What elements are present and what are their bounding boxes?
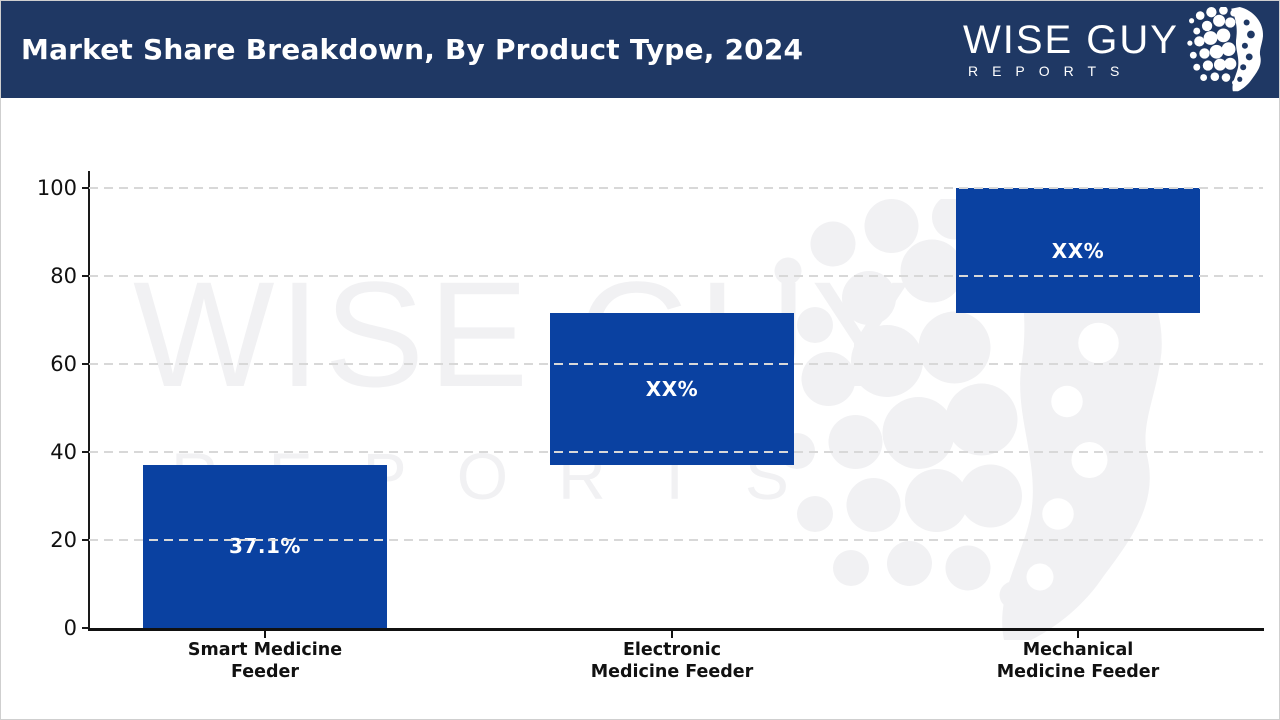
y-tick-label: 20 [50, 528, 77, 552]
bar: XX% [550, 313, 794, 465]
logo-text: WISE GUY REPORTS [963, 19, 1179, 80]
x-category-label: Smart Medicine Feeder [105, 639, 425, 683]
x-tick-mark [264, 631, 266, 638]
gridline [89, 363, 1263, 365]
wiseguy-logo: WISE GUY REPORTS [963, 6, 1269, 92]
page-title: Market Share Breakdown, By Product Type,… [21, 33, 804, 66]
bar-value-label: XX% [645, 377, 699, 402]
x-category-line: Smart Medicine [187, 640, 343, 660]
y-axis-line [88, 171, 90, 630]
x-category-line: Feeder [230, 662, 299, 682]
x-category-line: Electronic [622, 640, 722, 660]
bar: XX% [956, 188, 1200, 314]
logo-face-icon [1187, 6, 1264, 91]
x-category-line: Mechanical [1022, 640, 1134, 660]
x-axis-line [88, 628, 1264, 631]
y-tick-mark [82, 627, 89, 629]
y-tick-label: 100 [36, 176, 77, 200]
logo-wordmark: WISE GUY [962, 18, 1179, 62]
logo-subtitle: REPORTS [967, 63, 1134, 79]
x-category-line: Medicine Feeder [996, 662, 1160, 682]
gridline [89, 275, 1263, 277]
y-tick-mark [82, 539, 89, 541]
x-category-label: Mechanical Medicine Feeder [918, 639, 1238, 683]
gridline [89, 451, 1263, 453]
gridline [89, 187, 1263, 189]
x-tick-mark [1077, 631, 1079, 638]
gridline [89, 539, 1263, 541]
watermark-wordmark: WISE GUY [133, 250, 916, 418]
y-tick-mark [82, 451, 89, 453]
header-bar: Market Share Breakdown, By Product Type,… [1, 1, 1279, 98]
bar-value-label: 37.1% [229, 534, 301, 559]
y-tick-mark [82, 275, 89, 277]
y-tick-label: 40 [50, 440, 77, 464]
bar-value-label: XX% [1051, 238, 1105, 263]
y-tick-label: 80 [50, 264, 77, 288]
y-tick-mark [82, 363, 89, 365]
y-tick-label: 0 [63, 616, 77, 640]
x-tick-mark [671, 631, 673, 638]
bar: 37.1% [143, 464, 387, 628]
y-tick-label: 60 [50, 352, 77, 376]
x-category-line: Medicine Feeder [590, 662, 754, 682]
x-category-label: Electronic Medicine Feeder [512, 639, 832, 683]
y-tick-mark [82, 187, 89, 189]
